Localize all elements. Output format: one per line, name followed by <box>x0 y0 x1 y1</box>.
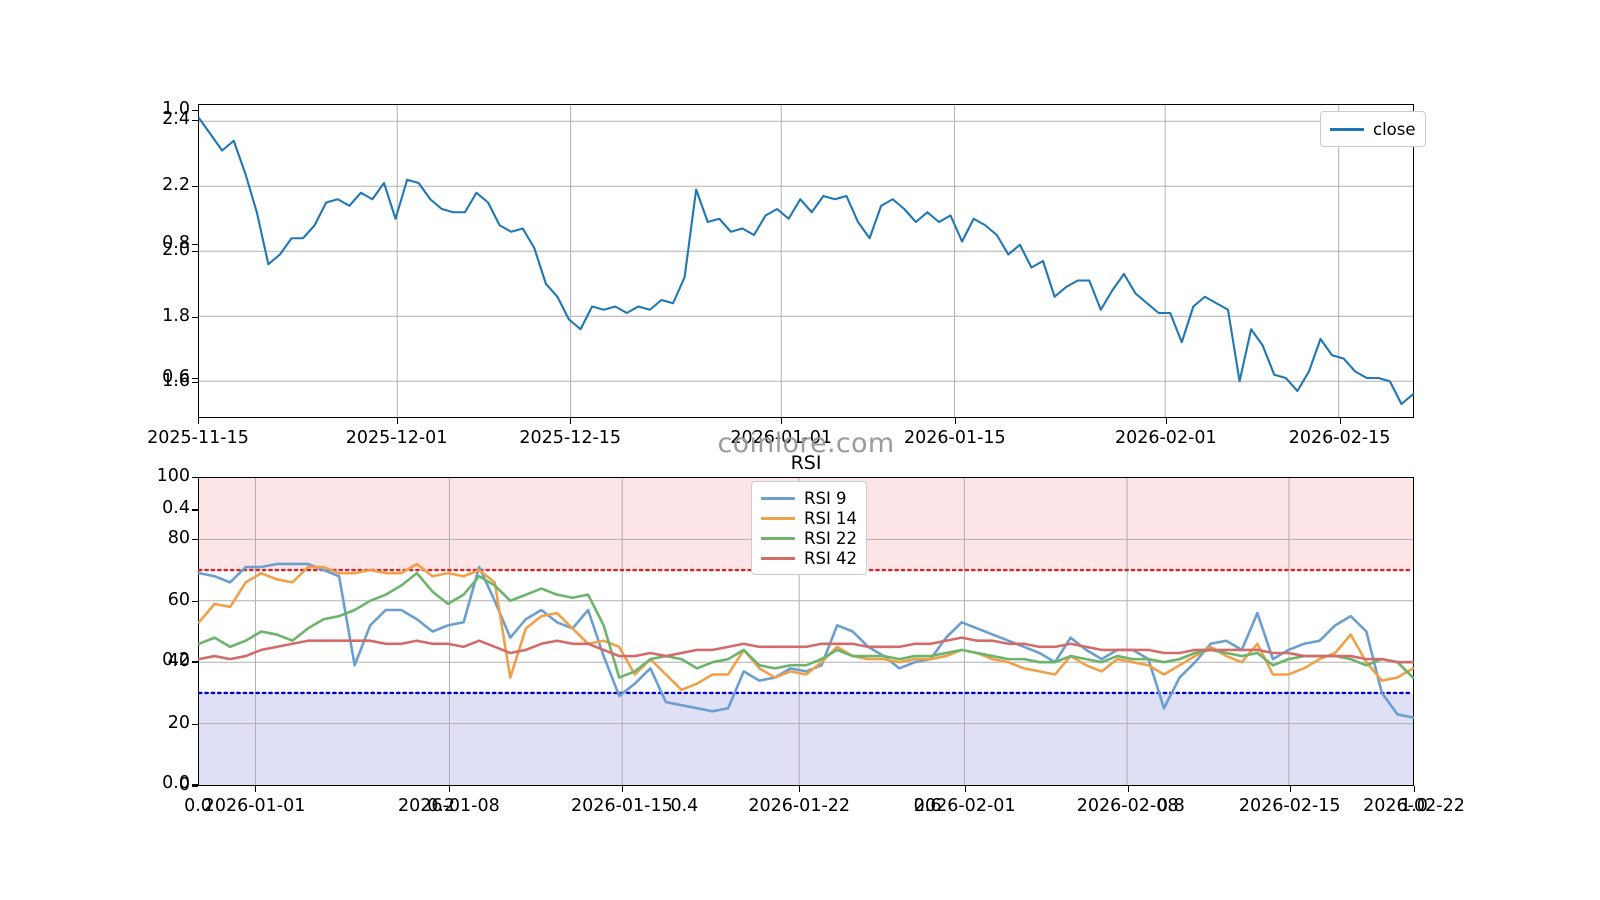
price-y-tick-label: 1.8 <box>162 305 190 326</box>
price-y-tickmark <box>192 316 198 318</box>
price-y-tick-label: 1.6 <box>162 371 190 392</box>
rsi-ghost-y-tickmark <box>192 509 198 511</box>
price-ghost-y-tickmark <box>192 377 198 379</box>
rsi-x-tickmark <box>621 786 623 792</box>
rsi-y-tick-label: 20 <box>167 713 190 734</box>
rsi-legend-item[interactable]: RSI 14 <box>761 508 857 528</box>
price-x-tickmark <box>781 418 783 424</box>
rsi-x-tickmark <box>448 786 450 792</box>
legend-line-swatch-icon <box>761 556 795 560</box>
rsi-y-tickmark <box>192 662 198 664</box>
rsi-y-tick-label: 0 <box>178 775 190 795</box>
price-x-tick-label: 2025-11-15 <box>147 428 249 448</box>
rsi-x-tickmark <box>964 786 966 792</box>
rsi-legend-label: RSI 9 <box>804 488 847 508</box>
price-x-tickmark <box>198 418 200 424</box>
rsi-ghost-x-tick-label: 0.4 <box>670 796 699 816</box>
rsi-legend[interactable]: RSI 9 RSI 14 RSI 22 RSI 42 <box>751 481 868 575</box>
rsi-legend-item[interactable]: RSI 22 <box>761 528 857 548</box>
rsi-ghost-y-tick-label: 0.2 <box>162 649 190 670</box>
rsi-ghost-y-tick-label: 0.4 <box>162 498 190 519</box>
rsi-line-rsi-9 <box>197 562 1415 719</box>
price-x-tickmark <box>1339 418 1341 424</box>
rsi-x-tick-label: 2026-01-22 <box>748 796 851 816</box>
rsi-x-tick-label: 2026-02-01 <box>913 796 1016 816</box>
rsi-line-rsi-14 <box>197 562 1415 692</box>
rsi-legend-item[interactable]: RSI 9 <box>761 488 857 508</box>
rsi-y-tick-label: 60 <box>167 589 190 610</box>
rsi-x-tickmark <box>1289 786 1291 792</box>
rsi-y-tick-label: 80 <box>167 527 190 548</box>
rsi-legend-label: RSI 42 <box>804 548 858 568</box>
rsi-ghost-x-tick-label: 1.0 <box>1400 796 1428 816</box>
rsi-y-tick-label: 100 <box>156 466 190 486</box>
rsi-ghost-y-tickmark <box>192 784 198 786</box>
price-legend-item[interactable]: close <box>1330 119 1416 139</box>
price-line-svg <box>197 105 1415 417</box>
rsi-y-tick-label: 40 <box>167 651 190 672</box>
price-x-tickmark <box>1165 418 1167 424</box>
price-y-tickmark <box>192 185 198 187</box>
rsi-x-tick-label: 2026-01-08 <box>398 796 500 816</box>
price-x-tick-label: 2025-12-01 <box>345 428 448 448</box>
rsi-ghost-y-tickmark <box>192 660 198 662</box>
rsi-ghost-x-tick-label: 0.6 <box>913 796 942 816</box>
price-ghost-y-tickmark <box>192 243 198 245</box>
rsi-y-tickmark <box>192 600 198 602</box>
price-x-tickmark <box>570 418 572 424</box>
rsi-x-tickmark <box>799 786 801 792</box>
rsi-ghost-x-tick-label: 0.2 <box>427 796 456 816</box>
legend-line-swatch-icon <box>761 536 795 540</box>
price-x-tick-label: 2026-01-01 <box>730 428 833 448</box>
legend-line-swatch-icon <box>761 496 795 500</box>
price-x-tick-label: 2026-01-15 <box>903 428 1006 448</box>
rsi-y-tickmark <box>192 477 198 479</box>
price-x-tick-label: 2025-12-15 <box>519 428 622 448</box>
price-ghost-y-tick-label: 1.0 <box>162 99 190 120</box>
rsi-y-tickmark <box>192 786 198 788</box>
price-legend-label: close <box>1373 119 1416 139</box>
rsi-ghost-x-tick-label: 0.8 <box>1156 796 1185 816</box>
price-close-line <box>197 116 1415 406</box>
rsi-x-tick-label: 2026-01-01 <box>203 796 306 816</box>
rsi-chart-title: RSI <box>790 452 822 474</box>
rsi-x-tickmark <box>254 786 256 792</box>
watermark: coinlore.com <box>717 428 895 459</box>
rsi-ghost-y-tick-label: 0.0 <box>162 773 190 794</box>
price-y-tickmark <box>192 120 198 122</box>
price-x-tick-label: 2026-02-01 <box>1114 428 1217 448</box>
rsi-y-tickmark <box>192 538 198 540</box>
oversold-band <box>199 692 1413 785</box>
rsi-x-tick-label: 2026-02-08 <box>1076 796 1179 816</box>
rsi-ghost-x-tick-label: 0.0 <box>184 796 212 816</box>
price-y-tickmark <box>192 382 198 384</box>
price-x-tickmark <box>396 418 398 424</box>
price-ghost-y-tickmark <box>192 110 198 112</box>
price-chart-plot-area[interactable] <box>197 104 1415 418</box>
price-y-tick-label: 2.0 <box>162 240 190 261</box>
price-x-tickmark <box>954 418 956 424</box>
rsi-legend-label: RSI 22 <box>804 528 858 548</box>
rsi-y-tickmark <box>192 724 198 726</box>
price-ghost-y-tick-label: 0.6 <box>162 366 190 387</box>
rsi-line-rsi-42 <box>197 636 1415 664</box>
price-y-tick-label: 2.4 <box>162 109 190 130</box>
legend-line-swatch-icon <box>761 516 795 520</box>
price-y-tick-label: 2.2 <box>162 174 190 195</box>
rsi-x-tick-label: 2026-01-15 <box>571 796 673 816</box>
price-x-tick-label: 2026-02-15 <box>1288 428 1391 448</box>
rsi-legend-label: RSI 14 <box>804 508 858 528</box>
rsi-x-tick-label: 2026-02-15 <box>1238 796 1341 816</box>
rsi-x-tickmark <box>1127 786 1129 792</box>
legend-line-swatch-icon <box>1330 127 1364 131</box>
rsi-x-tickmark <box>1414 786 1416 792</box>
price-ghost-y-tick-label: 0.8 <box>162 232 190 253</box>
rsi-x-tick-label: 2026-02-22 <box>1363 796 1465 816</box>
price-y-tickmark <box>192 251 198 253</box>
price-legend[interactable]: close <box>1320 111 1426 147</box>
rsi-legend-item[interactable]: RSI 42 <box>761 548 857 568</box>
